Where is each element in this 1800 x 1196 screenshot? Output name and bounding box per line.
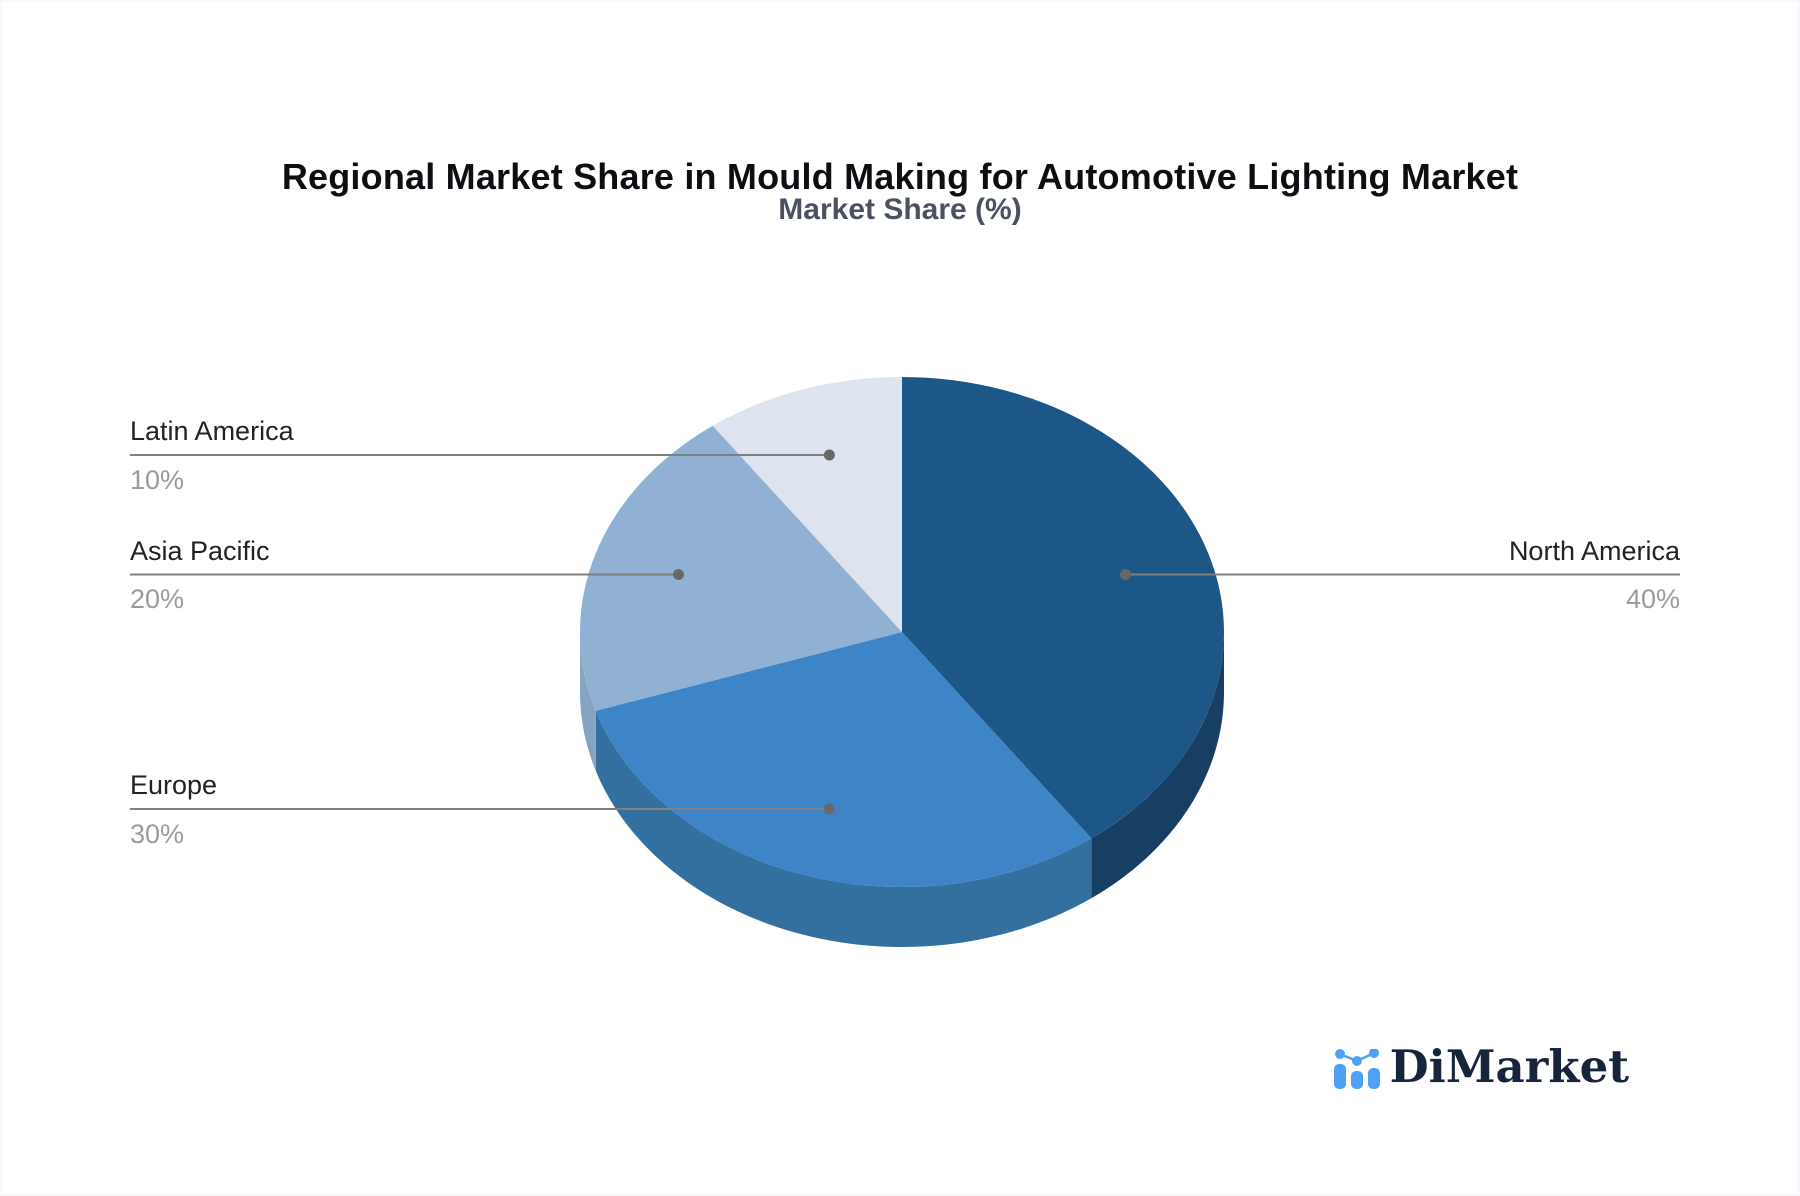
pie-slice-side-europe bbox=[595, 710, 1092, 947]
leader-dot-north-america bbox=[1120, 568, 1132, 580]
bar-line-chart-icon bbox=[1333, 1049, 1380, 1089]
pie-label-value: 20% bbox=[130, 584, 185, 615]
pie-label-value: 10% bbox=[130, 464, 185, 495]
pie-label-value: 40% bbox=[1625, 584, 1680, 615]
pie-slice-north-america[interactable] bbox=[902, 377, 1224, 839]
chart-title: Regional Market Share in Mould Making fo… bbox=[281, 156, 1519, 197]
pie-label-name: Asia Pacific bbox=[130, 535, 270, 566]
pie-label-name: North America bbox=[1508, 535, 1680, 566]
pie-slice-europe[interactable] bbox=[595, 632, 1092, 888]
pie-label-value: 30% bbox=[130, 819, 185, 850]
leader-dot-latin-america bbox=[823, 449, 835, 461]
pie-label-name: Latin America bbox=[130, 416, 294, 447]
chart-subtitle: Market Share (%) bbox=[778, 193, 1022, 226]
pie-slice-side-north-america bbox=[1091, 632, 1224, 899]
leader-dot-europe bbox=[823, 803, 835, 815]
pie-slice-side-asia-pacific bbox=[580, 632, 596, 771]
dimarket-logo-text: DiMarket bbox=[1389, 1040, 1629, 1093]
pie-slice-asia-pacific[interactable] bbox=[580, 425, 902, 711]
dimarket-logo: DiMarket bbox=[1333, 1040, 1629, 1093]
leader-dot-asia-pacific bbox=[672, 568, 684, 580]
pie-slice-latin-america[interactable] bbox=[712, 377, 902, 632]
pie-label-name: Europe bbox=[130, 770, 218, 801]
